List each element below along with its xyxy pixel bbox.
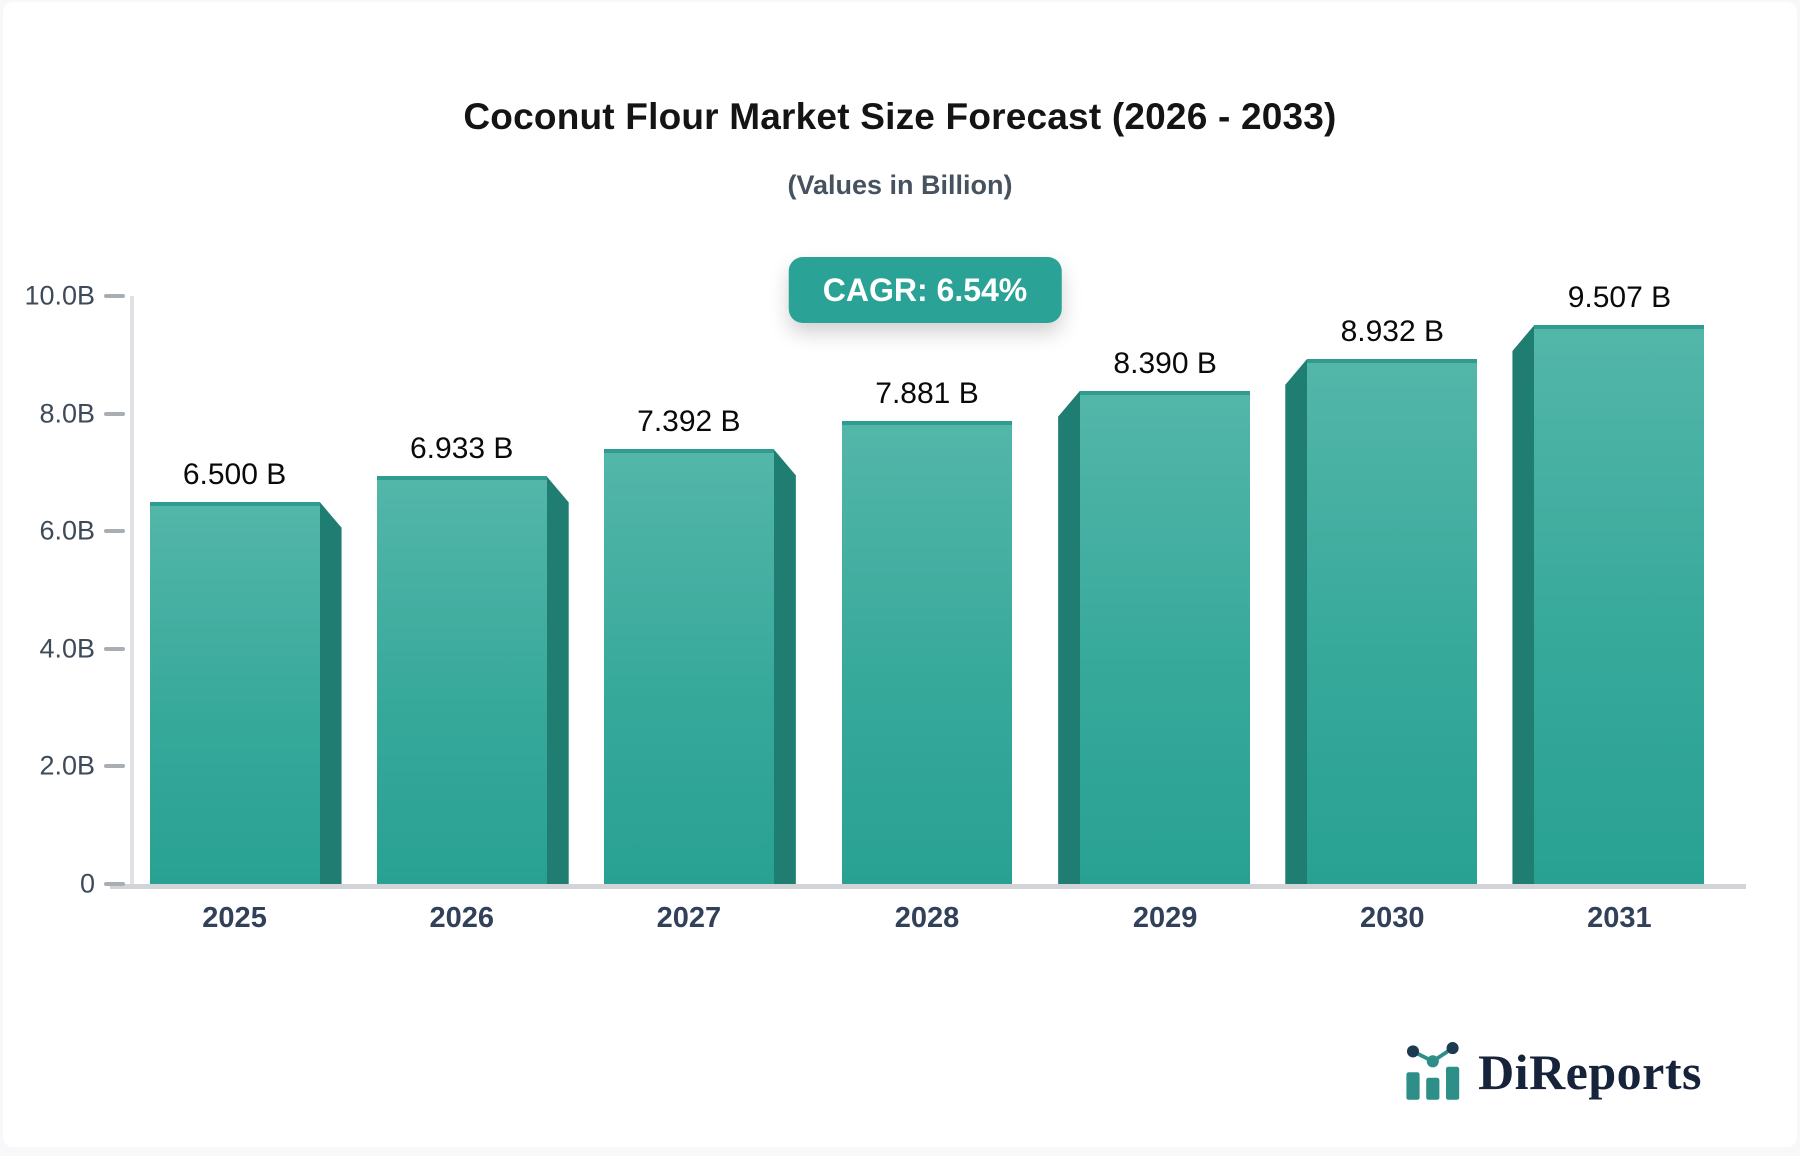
bar-2030: [1307, 358, 1478, 884]
bar-side-2026: [546, 476, 569, 884]
bar-chart-trend-icon: [1402, 1036, 1468, 1107]
y-tick-dash: [104, 764, 125, 769]
x-axis-label-2025: 2025: [202, 902, 267, 934]
bar-side-2029: [1058, 390, 1081, 884]
bar-value-label: 9.507 B: [1567, 280, 1672, 314]
y-tick-dash: [104, 294, 125, 298]
chart-title: Coconut Flour Market Size Forecast (2026…: [463, 96, 1337, 137]
bar-value-label: 6.933 B: [409, 432, 514, 466]
cagr-badge: CAGR: 6.54%: [788, 257, 1062, 323]
y-tick-dash: [104, 411, 125, 416]
bar-value-label: 8.390 B: [1113, 346, 1217, 380]
x-axis-label-2030: 2030: [1360, 902, 1425, 934]
bar-2026: [376, 476, 547, 884]
bar-value-label: 6.500 B: [182, 457, 287, 491]
x-axis-baseline: [110, 884, 1746, 889]
bar-2031: [1534, 324, 1705, 884]
bar-side-2030: [1285, 358, 1308, 884]
y-tick-label: 6.0B: [39, 515, 95, 546]
x-axis-label-2029: 2029: [1132, 902, 1198, 934]
brand-logo-text: DiReports: [1478, 1043, 1702, 1100]
bar-value-label: 8.932 B: [1340, 314, 1444, 348]
bar-2027: [603, 449, 774, 884]
bar-2029: [1080, 390, 1251, 884]
bar-side-2031: [1512, 324, 1535, 884]
x-axis-label-2026: 2026: [429, 902, 494, 934]
y-tick-label: 0: [79, 868, 95, 899]
y-tick-dash: [104, 529, 125, 534]
bar-side-2025: [319, 501, 342, 884]
y-tick-label: 4.0B: [39, 633, 95, 664]
bar-value-label: 7.881 B: [875, 376, 979, 410]
brand-logo: DiReports: [1402, 1036, 1702, 1107]
y-tick-dash: [104, 646, 125, 651]
bar-2028: [842, 420, 1012, 884]
x-axis-label-2028: 2028: [894, 902, 960, 934]
y-tick-label: 8.0B: [39, 398, 95, 429]
y-tick-label: 10.0B: [24, 280, 95, 311]
bar-value-label: 7.392 B: [637, 405, 741, 439]
x-axis-label-2027: 2027: [656, 902, 722, 934]
bar-2025: [149, 501, 320, 884]
y-axis-line: [130, 296, 134, 884]
chart-subtitle: (Values in Billion): [787, 170, 1013, 200]
y-tick-dash: [104, 882, 125, 886]
y-tick-label: 2.0B: [39, 750, 95, 781]
bar-side-2027: [773, 449, 796, 884]
x-axis-label-2031: 2031: [1587, 902, 1652, 934]
